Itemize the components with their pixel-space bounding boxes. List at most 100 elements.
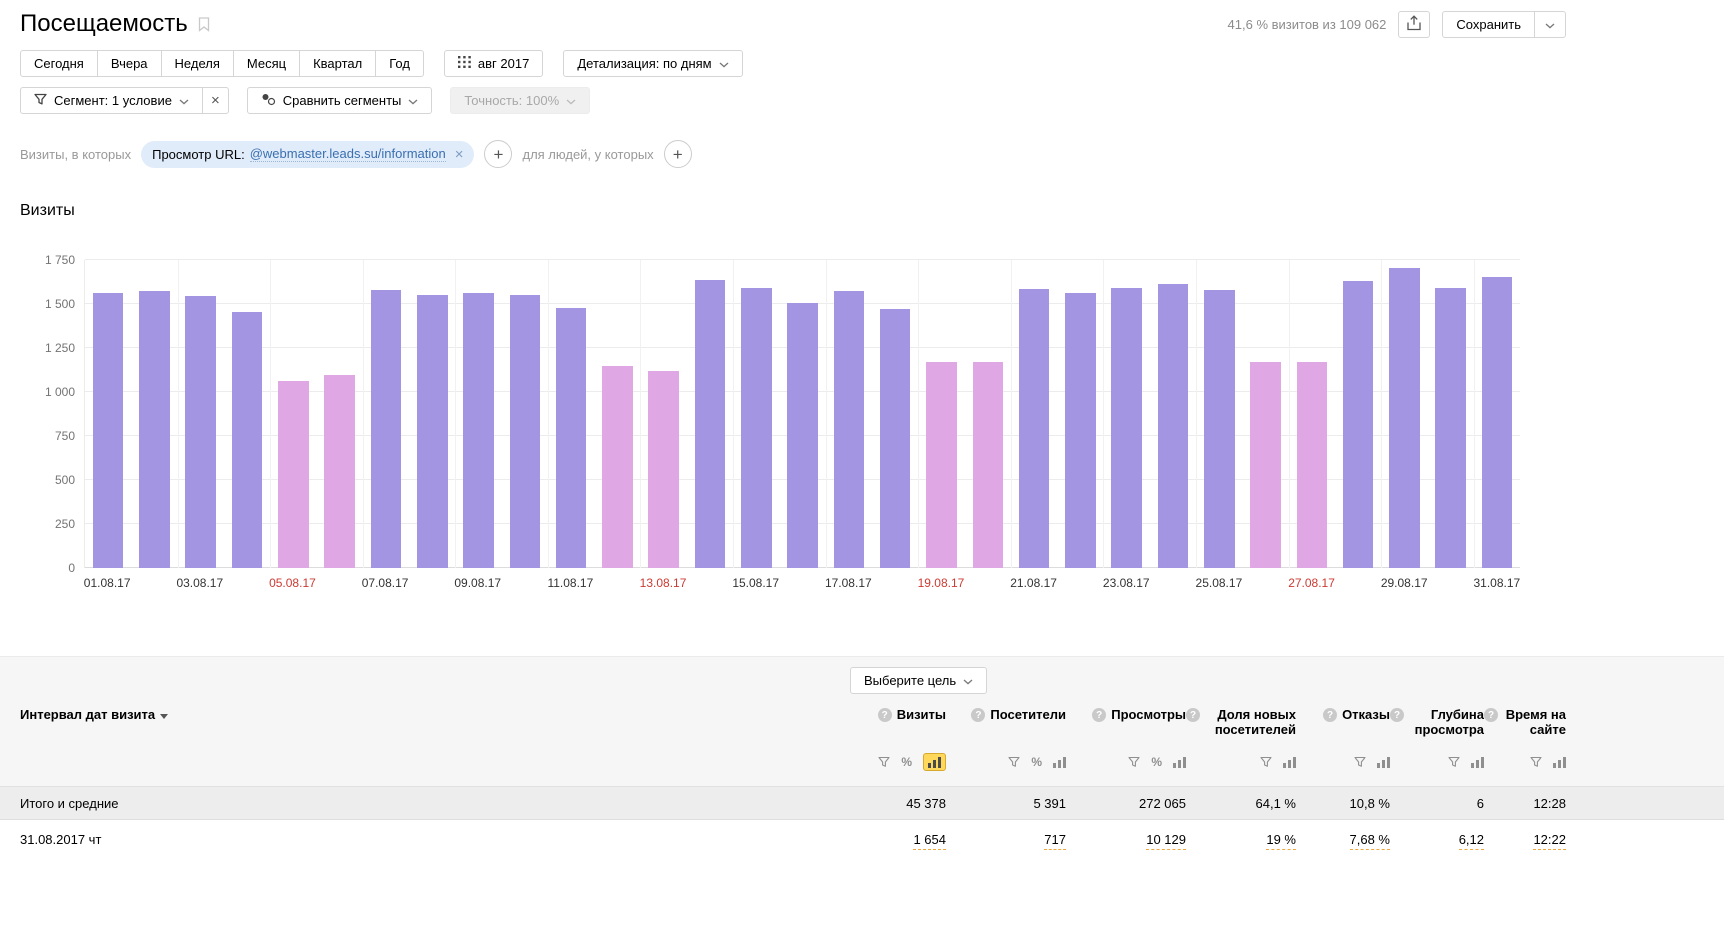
bar-slot (594, 260, 640, 568)
url-filter-chip[interactable]: Просмотр URL: @webmaster.leads.su/inform… (141, 140, 475, 168)
column-controls-3: % (1066, 752, 1186, 772)
bar-01.08.17[interactable] (92, 293, 124, 568)
column-header-2[interactable]: ? Посетители (946, 707, 1066, 722)
metric-number[interactable]: 7,68 % (1349, 832, 1390, 850)
bar-04.08.17[interactable] (231, 312, 263, 568)
bar-slot (1381, 260, 1427, 568)
bar-09.08.17[interactable] (463, 293, 494, 568)
filter-icon[interactable] (1008, 753, 1020, 771)
chart-icon[interactable] (1053, 754, 1066, 771)
bar-26.08.17[interactable] (1250, 361, 1281, 568)
metric-number[interactable]: 12:22 (1533, 832, 1566, 850)
bar-17.08.17[interactable] (833, 290, 865, 568)
export-button[interactable] (1398, 10, 1431, 38)
bar-14.08.17[interactable] (694, 280, 726, 568)
bar-31.08.17[interactable] (1481, 276, 1513, 568)
column-header-3[interactable]: ? Просмотры (1066, 707, 1186, 722)
bar-05.08.17[interactable] (278, 381, 309, 568)
bar-12.08.17[interactable] (602, 365, 633, 568)
bar-21.08.17[interactable] (1018, 288, 1050, 568)
chart-icon[interactable] (923, 753, 946, 771)
help-icon[interactable]: ? (877, 708, 892, 722)
chart-icon[interactable] (1553, 754, 1566, 771)
period-button-5[interactable]: Квартал (299, 50, 377, 77)
metric-number[interactable]: 6,12 (1458, 832, 1484, 850)
chart-icon[interactable] (1283, 754, 1296, 771)
column-header-1[interactable]: ? Визиты (850, 707, 946, 722)
help-icon[interactable]: ? (1390, 708, 1404, 722)
column-header-5[interactable]: ? Отказы (1296, 707, 1390, 722)
metric-number[interactable]: 1 654 (913, 832, 946, 850)
calendar-button[interactable]: авг 2017 (443, 50, 544, 77)
period-button-2[interactable]: Вчера (96, 50, 162, 77)
bar-19.08.17[interactable] (926, 361, 957, 568)
choose-goal-button[interactable]: Выберите цель (850, 667, 988, 694)
bar-29.08.17[interactable] (1389, 268, 1420, 568)
bar-11.08.17[interactable] (555, 308, 587, 568)
accuracy-button[interactable]: Точность: 100% (450, 87, 591, 114)
filter-icon[interactable] (878, 753, 890, 771)
help-icon[interactable]: ? (1323, 708, 1338, 722)
bar-16.08.17[interactable] (787, 303, 818, 568)
metric-number[interactable]: 10 129 (1146, 832, 1186, 850)
bar-02.08.17[interactable] (139, 291, 170, 568)
filter-icon[interactable] (1354, 753, 1366, 771)
add-visit-condition-button[interactable]: + (484, 140, 513, 168)
table-row-2[interactable]: 31.08.2017 чт 1 654 717 10 129 19 % 7,68 % 6,1… (0, 820, 1724, 938)
period-button-4[interactable]: Месяц (232, 50, 301, 77)
save-dropdown-button[interactable] (1534, 10, 1566, 38)
bar-30.08.17[interactable] (1435, 288, 1467, 568)
bar-20.08.17[interactable] (972, 362, 1004, 568)
filter-icon[interactable] (1260, 753, 1272, 771)
segment-clear-button[interactable]: × (201, 87, 229, 114)
bar-25.08.17[interactable] (1204, 289, 1235, 568)
bar-03.08.17[interactable] (185, 295, 217, 568)
bar-07.08.17[interactable] (370, 290, 402, 568)
metric-number[interactable]: 717 (1044, 832, 1066, 850)
bar-06.08.17[interactable] (324, 374, 355, 568)
percent-icon[interactable]: % (901, 755, 912, 769)
column-header-6[interactable]: ? Глубина просмотра (1390, 707, 1484, 737)
bar-slot (502, 260, 548, 568)
filter-icon[interactable] (1128, 753, 1140, 771)
metric-number[interactable]: 19 % (1266, 832, 1296, 850)
save-button[interactable]: Сохранить (1442, 10, 1535, 38)
bar-22.08.17[interactable] (1065, 292, 1096, 568)
period-button-6[interactable]: Год (375, 50, 424, 77)
detail-dropdown-button[interactable]: Детализация: по дням (563, 50, 743, 77)
save-button-label: Сохранить (1456, 16, 1521, 32)
help-icon[interactable]: ? (971, 708, 986, 722)
percent-icon[interactable]: % (1031, 755, 1042, 769)
segment-dropdown-button[interactable]: Сегмент: 1 условие (20, 87, 203, 114)
bar-18.08.17[interactable] (879, 309, 911, 568)
bar-15.08.17[interactable] (741, 288, 772, 568)
filter-icon[interactable] (1530, 753, 1542, 771)
column-header-4[interactable]: ? Доля новых посетителей (1186, 707, 1296, 737)
bar-13.08.17[interactable] (648, 370, 679, 568)
percent-icon[interactable]: % (1151, 755, 1162, 769)
period-button-3[interactable]: Неделя (160, 50, 234, 77)
chart-icon[interactable] (1471, 754, 1484, 771)
x-axis-label: 13.08.17 (639, 576, 687, 590)
bar-27.08.17[interactable] (1296, 361, 1328, 568)
help-icon[interactable]: ? (1186, 708, 1200, 722)
add-people-condition-button[interactable]: + (663, 140, 692, 168)
date-column-header[interactable]: Интервал дат визита (20, 707, 850, 722)
bookmark-icon[interactable] (198, 16, 210, 32)
bar-24.08.17[interactable] (1157, 284, 1189, 568)
help-icon[interactable]: ? (1484, 708, 1498, 722)
chip-url-link[interactable]: @webmaster.leads.su/information (249, 146, 446, 162)
period-button-1[interactable]: Сегодня (20, 50, 98, 77)
bar-08.08.17[interactable] (416, 295, 448, 568)
bar-10.08.17[interactable] (509, 294, 541, 568)
bar-23.08.17[interactable] (1111, 287, 1142, 568)
compare-segments-button[interactable]: Сравнить сегменты (246, 87, 433, 114)
bar-28.08.17[interactable] (1342, 281, 1374, 568)
chip-remove-icon[interactable]: × (454, 145, 464, 163)
filter-icon[interactable] (1448, 753, 1460, 771)
table-row-1[interactable]: Итого и средние 45 378 5 391 272 065 64,1 % 1… (0, 786, 1724, 820)
chart-icon[interactable] (1173, 754, 1186, 771)
chart-icon[interactable] (1377, 754, 1390, 771)
column-header-7[interactable]: ? Время на сайте (1484, 707, 1566, 737)
help-icon[interactable]: ? (1092, 708, 1107, 722)
